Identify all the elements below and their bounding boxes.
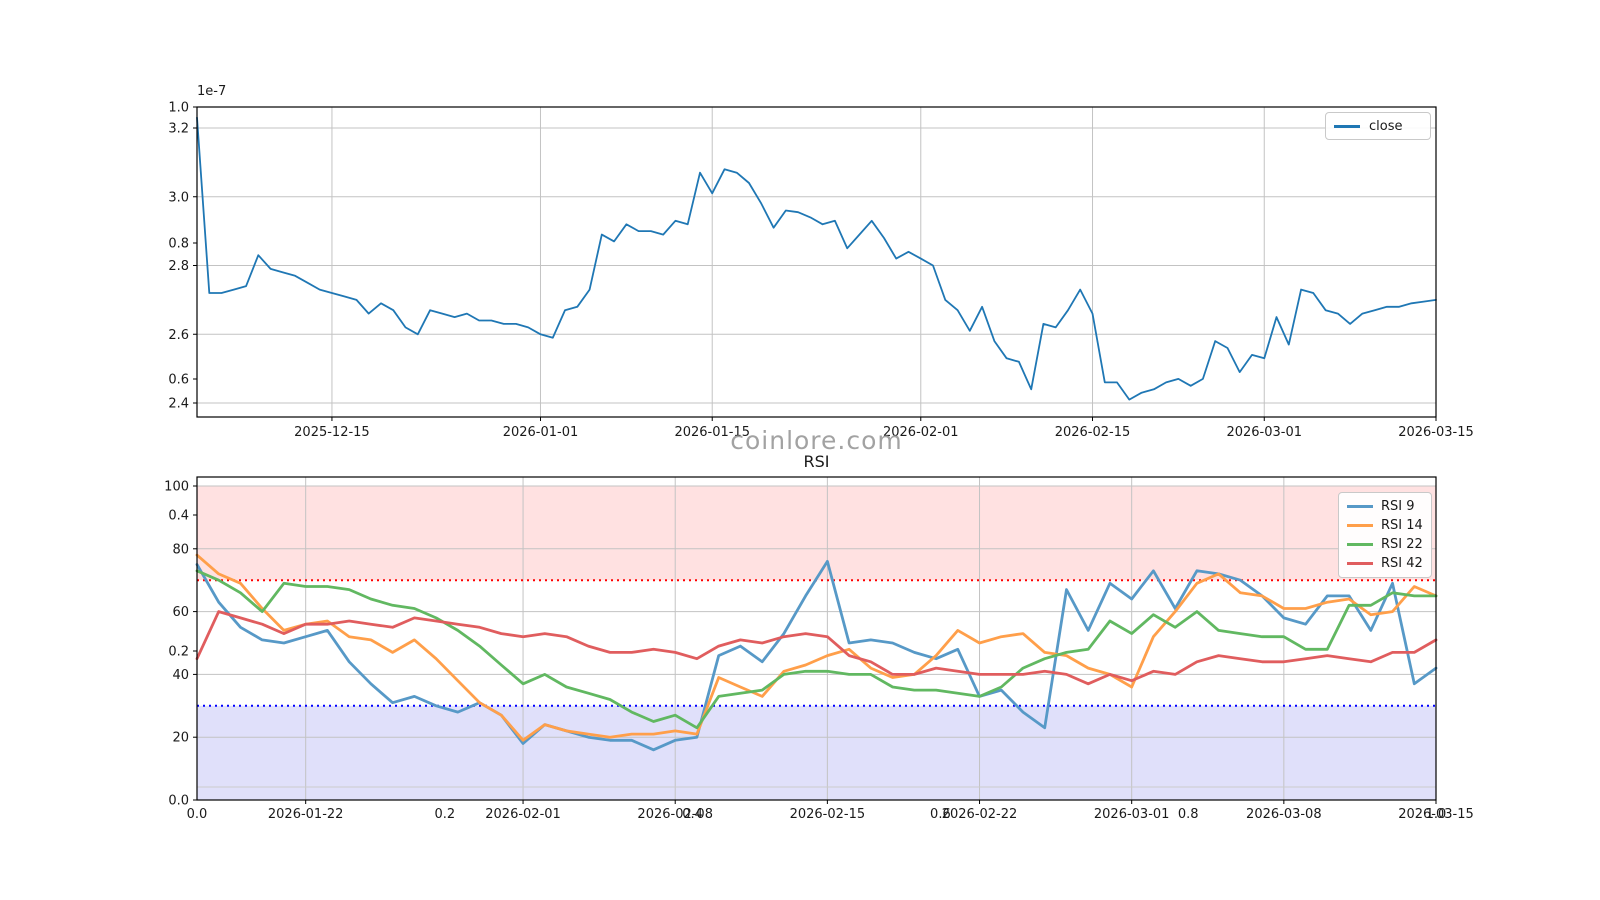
- top-y-tick-label: 2.4: [168, 397, 189, 412]
- bottom-x-tick-label: 2026-01-22: [268, 807, 344, 822]
- top-chart-frame: [196, 106, 1437, 418]
- legend-row-rsi-14: RSI 14: [1347, 518, 1423, 533]
- top-x-tick-label: 2026-01-15: [674, 425, 750, 440]
- hidden-y-tick-label: 0.4: [168, 509, 189, 524]
- rsi-22-line-sample: [1347, 543, 1373, 546]
- legend-rsi: RSI 9 RSI 14 RSI 22 RSI 42: [1338, 492, 1432, 578]
- top-y-tick-label: 3.2: [168, 122, 189, 137]
- top-x-tick-label: 2026-03-01: [1226, 425, 1302, 440]
- rsi-14-line: [195, 553, 1438, 742]
- rsi-42-line-sample: [1347, 562, 1373, 565]
- legend-row-rsi-42: RSI 42: [1347, 556, 1423, 571]
- legend-close: close: [1325, 112, 1431, 140]
- rsi-14-line-sample: [1347, 524, 1373, 527]
- hidden-y-tick-label: 0.8: [168, 237, 189, 252]
- bottom-y-tick-label: 60: [172, 605, 189, 620]
- legend-label: RSI 42: [1381, 556, 1423, 571]
- legend-label: RSI 9: [1381, 499, 1415, 514]
- top-y-tick-label: 2.6: [168, 328, 189, 343]
- legend-row-rsi-9: RSI 9: [1347, 499, 1423, 514]
- y-axis-offset-label: 1e-7: [197, 84, 227, 99]
- legend-label: RSI 22: [1381, 537, 1423, 552]
- rsi-9-line-sample: [1347, 505, 1373, 508]
- bottom-y-tick-label: 100: [164, 480, 189, 495]
- overbought-band: [197, 486, 1436, 581]
- legend-label: RSI 14: [1381, 518, 1423, 533]
- top-x-tick-label: 2026-02-15: [1055, 425, 1131, 440]
- bottom-x-tick-label: 2026-02-08: [637, 807, 713, 822]
- hidden-y-tick-label: 0.2: [168, 645, 189, 660]
- oversold-band: [197, 705, 1436, 800]
- watermark: coinlore.com: [730, 426, 903, 455]
- bottom-x-tick-label: 2026-02-15: [790, 807, 866, 822]
- legend-label-close: close: [1369, 118, 1403, 134]
- rsi-42-line: [195, 610, 1438, 686]
- top-x-tick-label: 2026-02-01: [883, 425, 959, 440]
- bottom-x-tick-label: 2026-02-22: [942, 807, 1018, 822]
- top-x-tick-label: 2026-03-15: [1398, 425, 1474, 440]
- bottom-y-tick-label: 80: [172, 542, 189, 557]
- rsi-9-line: [195, 560, 1438, 752]
- legend-row-rsi-22: RSI 22: [1347, 537, 1423, 552]
- bottom-x-tick-label: 2026-03-15: [1398, 807, 1474, 822]
- bottom-chart-frame: [196, 476, 1437, 801]
- bottom-y-tick-label: 0.0: [168, 794, 189, 809]
- top-y-tick-label: 2.8: [168, 259, 189, 274]
- close-line: [196, 116, 1437, 401]
- top-x-tick-label: 2026-01-01: [503, 425, 579, 440]
- hidden-x-tick-label: 0.6: [930, 807, 951, 822]
- bottom-y-tick-label: 40: [172, 668, 189, 683]
- bottom-x-tick-label: 2026-02-01: [485, 807, 561, 822]
- top-x-tick-label: 2025-12-15: [294, 425, 370, 440]
- bottom-x-tick-label: 2026-03-01: [1094, 807, 1170, 822]
- hidden-x-tick-label: 0.4: [682, 807, 703, 822]
- hidden-x-tick-label: 0.0: [187, 807, 208, 822]
- rsi-22-line: [195, 569, 1438, 730]
- top-y-tick-label: 3.0: [168, 190, 189, 205]
- hidden-x-tick-label: 0.8: [1178, 807, 1199, 822]
- bottom-x-tick-label: 2026-03-08: [1246, 807, 1322, 822]
- rsi-title: RSI: [803, 452, 830, 471]
- close-line-sample: [1334, 124, 1360, 128]
- hidden-y-tick-label: 1.0: [168, 101, 189, 116]
- bottom-y-tick-label: 20: [172, 731, 189, 746]
- hidden-y-tick-label: 0.6: [168, 373, 189, 388]
- hidden-x-tick-label: 0.2: [434, 807, 455, 822]
- hidden-x-tick-label: 1.0: [1426, 807, 1447, 822]
